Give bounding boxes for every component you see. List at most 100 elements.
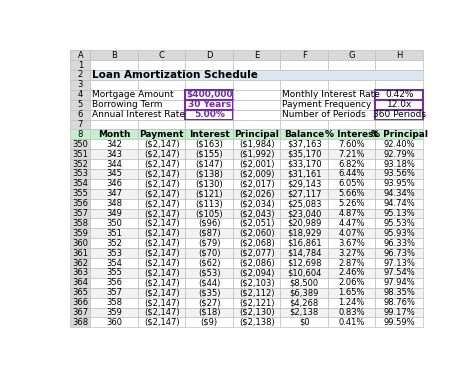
Bar	[185, 288, 233, 298]
Bar	[233, 229, 281, 238]
Bar	[185, 258, 233, 268]
Bar	[185, 169, 233, 179]
Bar	[138, 119, 185, 129]
Bar	[281, 219, 328, 229]
Bar	[233, 308, 281, 318]
Text: 360 Periods: 360 Periods	[373, 110, 426, 119]
Text: Month: Month	[98, 130, 130, 139]
Bar	[185, 298, 233, 308]
Bar	[185, 219, 233, 229]
Text: 6.44%: 6.44%	[338, 170, 365, 178]
Bar	[375, 90, 423, 100]
Text: 2.87%: 2.87%	[338, 259, 365, 267]
Bar	[375, 229, 423, 238]
Bar	[328, 159, 375, 169]
Bar	[70, 318, 91, 327]
Bar	[70, 60, 91, 70]
Bar	[138, 268, 185, 278]
Bar	[70, 139, 91, 149]
Bar	[70, 298, 91, 308]
Bar	[328, 119, 375, 129]
Text: 362: 362	[73, 259, 88, 267]
Bar	[233, 60, 281, 70]
Text: 7.21%: 7.21%	[338, 150, 365, 159]
Bar	[70, 258, 91, 268]
Text: 358: 358	[73, 219, 88, 228]
Text: 350: 350	[106, 219, 122, 228]
Bar	[233, 139, 281, 149]
Text: Payment: Payment	[139, 130, 184, 139]
Bar	[91, 248, 138, 258]
Bar	[70, 50, 91, 60]
Text: ($2,147): ($2,147)	[144, 229, 180, 238]
Text: ($2,001): ($2,001)	[239, 160, 274, 168]
Bar	[328, 209, 375, 219]
Bar	[138, 149, 185, 159]
Bar	[138, 318, 185, 327]
Bar	[281, 248, 328, 258]
Bar	[138, 298, 185, 308]
Text: 6.82%: 6.82%	[338, 160, 365, 168]
Bar	[328, 179, 375, 189]
Bar	[91, 199, 138, 209]
Bar	[185, 278, 233, 288]
Text: $31,161: $31,161	[287, 170, 321, 178]
Text: A: A	[77, 51, 83, 60]
Text: 97.54%: 97.54%	[383, 268, 415, 278]
Text: 1.65%: 1.65%	[338, 288, 365, 297]
Text: 98.35%: 98.35%	[383, 288, 415, 297]
Text: ($87): ($87)	[198, 229, 220, 238]
Bar	[233, 159, 281, 169]
Text: 95.93%: 95.93%	[383, 229, 415, 238]
Bar	[233, 268, 281, 278]
Bar	[328, 288, 375, 298]
Bar	[185, 90, 233, 100]
Text: 343: 343	[106, 150, 122, 159]
Bar	[328, 80, 375, 90]
Bar	[328, 50, 375, 60]
Text: ($2,086): ($2,086)	[239, 259, 274, 267]
Text: 3: 3	[78, 81, 83, 89]
Bar	[233, 248, 281, 258]
Bar	[185, 159, 233, 169]
Text: 342: 342	[106, 140, 122, 149]
Bar	[375, 238, 423, 248]
Text: ($2,051): ($2,051)	[239, 219, 274, 228]
Text: ($155): ($155)	[195, 150, 223, 159]
Bar	[185, 199, 233, 209]
Bar	[328, 219, 375, 229]
Text: E: E	[254, 51, 259, 60]
Bar	[70, 219, 91, 229]
Text: Payment Frequency: Payment Frequency	[282, 100, 371, 109]
Bar	[138, 169, 185, 179]
Bar	[281, 100, 375, 109]
Text: ($2,147): ($2,147)	[144, 219, 180, 228]
Bar	[138, 229, 185, 238]
Bar	[328, 298, 375, 308]
Bar	[70, 209, 91, 219]
Text: 97.94%: 97.94%	[383, 278, 415, 287]
Bar	[375, 199, 423, 209]
Text: 358: 358	[106, 298, 122, 307]
Bar	[281, 209, 328, 219]
Text: 95.53%: 95.53%	[383, 219, 415, 228]
Text: $20,989: $20,989	[287, 219, 321, 228]
Bar	[281, 139, 328, 149]
Text: Borrowing Term: Borrowing Term	[92, 100, 163, 109]
Bar	[328, 308, 375, 318]
Bar	[91, 189, 138, 199]
Bar	[70, 149, 91, 159]
Text: ($35): ($35)	[198, 288, 220, 297]
Text: ($2,026): ($2,026)	[239, 189, 274, 198]
Text: ($27): ($27)	[198, 298, 220, 307]
Bar	[233, 219, 281, 229]
Text: Loan Amortization Schedule: Loan Amortization Schedule	[92, 70, 258, 80]
Bar	[91, 288, 138, 298]
Bar	[328, 199, 375, 209]
Text: 360: 360	[73, 239, 88, 248]
Text: H: H	[396, 51, 402, 60]
Bar	[70, 90, 91, 100]
Text: ($2,147): ($2,147)	[144, 179, 180, 188]
Bar	[233, 169, 281, 179]
Text: $27,117: $27,117	[287, 189, 321, 198]
